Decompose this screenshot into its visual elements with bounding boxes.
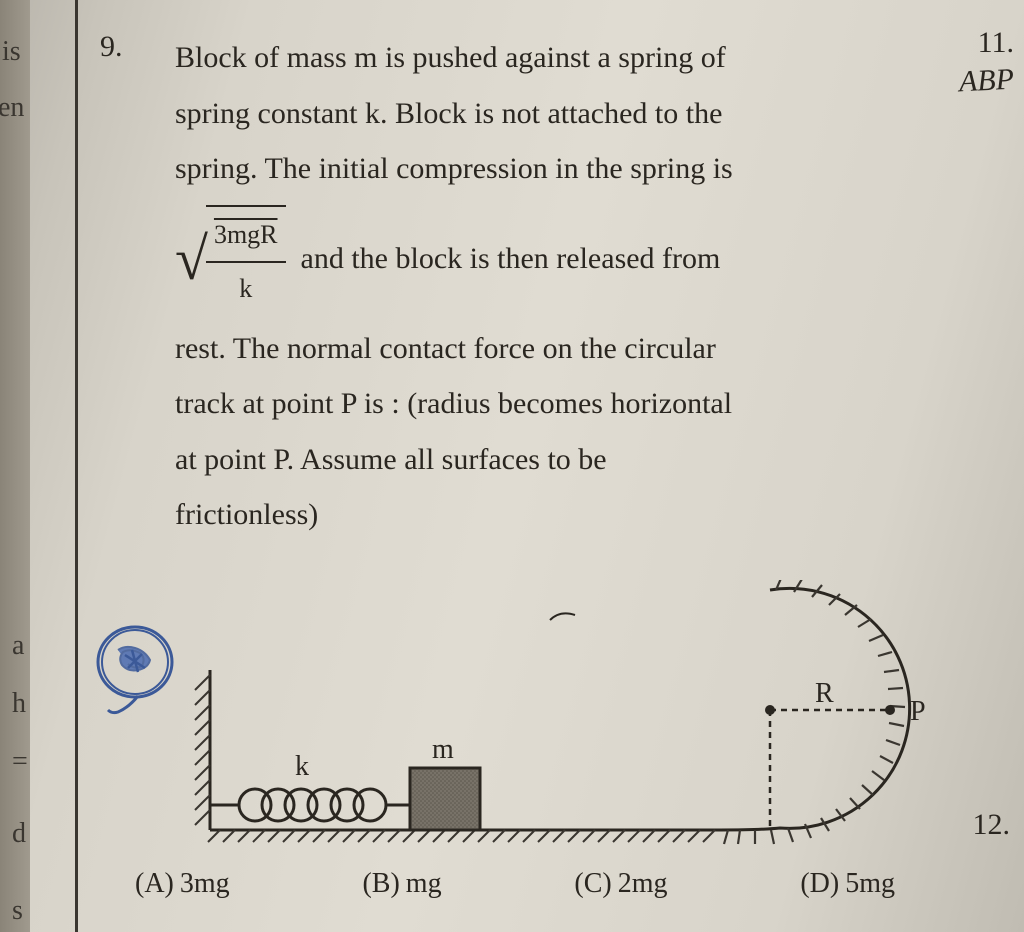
question-line-3: spring. The initial compression in the s… <box>175 141 935 197</box>
margin-text-d: d <box>12 818 26 850</box>
label-p: P <box>910 696 926 727</box>
fraction: 3mgR k <box>206 205 286 313</box>
label-k: k <box>295 751 309 782</box>
option-b-label: (B) <box>362 868 399 900</box>
option-a: (A) 3mg <box>135 868 230 900</box>
physics-diagram: k m <box>100 580 980 850</box>
margin-text-a: a <box>12 630 24 662</box>
option-b-value: mg <box>406 868 442 900</box>
question-line-2: spring constant k. Block is not attached… <box>175 86 935 142</box>
option-a-value: 3mg <box>180 868 230 900</box>
margin-text-eq: = <box>12 746 28 778</box>
question-line-8: frictionless) <box>175 487 935 543</box>
option-a-label: (A) <box>135 868 174 900</box>
margin-text-en: en <box>0 92 24 124</box>
option-d-value: 5mg <box>845 868 895 900</box>
margin-text-s: s <box>12 895 23 927</box>
sqrt-symbol: √ <box>175 229 208 289</box>
option-c: (C) 2mg <box>574 868 667 900</box>
option-b: (B) mg <box>362 868 441 900</box>
label-r: R <box>815 678 834 709</box>
left-margin-strip <box>0 0 30 932</box>
next-question-number: 11. <box>978 26 1014 60</box>
sqrt-expression: √ 3mgR k <box>175 205 286 313</box>
margin-rule-line <box>75 0 78 932</box>
question-body: Block of mass m is pushed against a spri… <box>175 30 935 543</box>
option-c-value: 2mg <box>618 868 668 900</box>
page-surface: is en a h = d s 9. 11. ABP Block of mass… <box>0 0 1024 932</box>
question-12-marker: 12. <box>973 808 1011 842</box>
option-d: (D) 5mg <box>800 868 895 900</box>
question-line-5: rest. The normal contact force on the ci… <box>175 321 935 377</box>
margin-text-is: is <box>2 36 21 68</box>
question-line-6: track at point P is : (radius becomes ho… <box>175 376 935 432</box>
question-number: 9. <box>100 30 123 64</box>
formula-numerator: 3mgR <box>206 211 286 263</box>
question-line-1: Block of mass m is pushed against a spri… <box>175 30 935 86</box>
question-line-4-after: and the block is then released from <box>301 231 721 287</box>
label-m: m <box>432 734 454 765</box>
formula-denominator: k <box>239 263 252 313</box>
option-d-label: (D) <box>800 868 839 900</box>
answer-options: (A) 3mg (B) mg (C) 2mg (D) 5mg <box>135 868 895 900</box>
handwritten-annotation: ABP <box>958 63 1015 100</box>
question-line-7: at point P. Assume all surfaces to be <box>175 432 935 488</box>
option-c-label: (C) <box>574 868 611 900</box>
margin-text-h: h <box>12 688 26 720</box>
formula-line: √ 3mgR k and the block is then released … <box>175 205 935 313</box>
